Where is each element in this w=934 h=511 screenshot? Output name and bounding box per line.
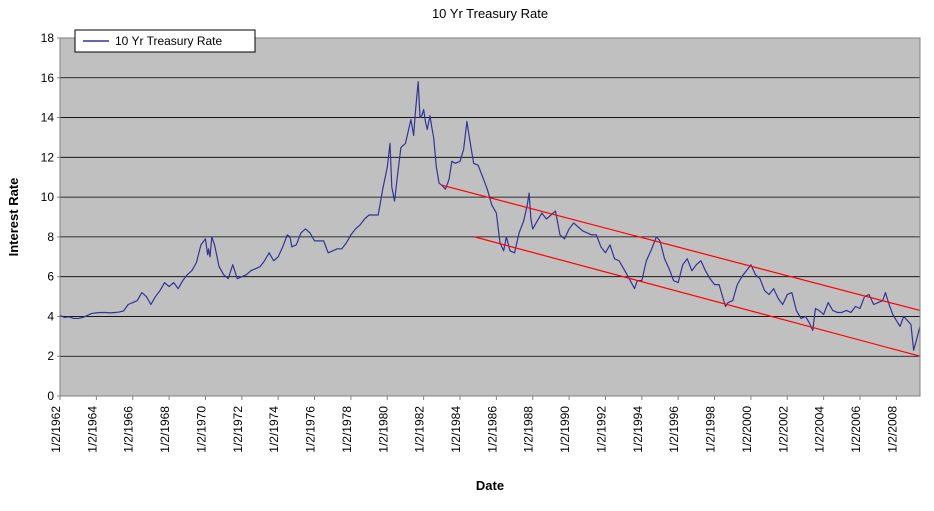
ytick-label: 0 <box>47 389 54 403</box>
x-axis-title: Date <box>476 478 504 493</box>
ytick-label: 18 <box>41 31 55 45</box>
ytick-label: 14 <box>41 111 55 125</box>
xtick-label: 1/2/2006 <box>849 406 863 453</box>
ytick-label: 16 <box>41 71 55 85</box>
xtick-label: 1/2/2004 <box>813 406 827 453</box>
ytick-label: 10 <box>41 190 55 204</box>
chart-title: 10 Yr Treasury Rate <box>432 6 548 21</box>
ytick-label: 8 <box>47 230 54 244</box>
chart-svg: 10 Yr Treasury Rate 0 2 4 6 8 10 12 14 16 18 1/2/19… <box>0 0 934 511</box>
xtick-label: 1/2/1996 <box>667 406 681 453</box>
ytick-label: 12 <box>41 150 55 164</box>
ytick-label: 6 <box>47 270 54 284</box>
xtick-label: 1/2/2000 <box>740 406 754 453</box>
xtick-label: 1/2/1998 <box>704 406 718 453</box>
xtick-label: 1/2/1988 <box>522 406 536 453</box>
xtick-label: 1/2/1986 <box>485 406 499 453</box>
xtick-label: 1/2/1992 <box>594 406 608 453</box>
ytick-label: 2 <box>47 349 54 363</box>
xtick-label: 1/2/1970 <box>194 406 208 453</box>
xtick-label: 1/2/1994 <box>631 406 645 453</box>
plot-area <box>60 38 920 396</box>
treasury-rate-chart: 10 Yr Treasury Rate 0 2 4 6 8 10 12 14 16 18 1/2/19… <box>0 0 934 511</box>
xtick-label: 1/2/1972 <box>231 406 245 453</box>
xtick-label: 1/2/2002 <box>776 406 790 453</box>
ytick-label: 4 <box>47 309 54 323</box>
xtick-label: 1/2/1980 <box>376 406 390 453</box>
xtick-label: 1/2/1964 <box>85 406 99 453</box>
xtick-label: 1/2/1966 <box>122 406 136 453</box>
legend-label: 10 Yr Treasury Rate <box>115 34 222 48</box>
xtick-label: 1/2/1990 <box>558 406 572 453</box>
xtick-label: 1/2/1974 <box>267 406 281 453</box>
xtick-label: 1/2/2008 <box>885 406 899 453</box>
xtick-label: 1/2/1976 <box>304 406 318 453</box>
xtick-label: 1/2/1962 <box>49 406 63 453</box>
xtick-label: 1/2/1982 <box>413 406 427 453</box>
y-axis-title: Interest Rate <box>6 178 21 257</box>
xtick-label: 1/2/1978 <box>340 406 354 453</box>
xtick-label: 1/2/1968 <box>158 406 172 453</box>
xtick-label: 1/2/1984 <box>449 406 463 453</box>
